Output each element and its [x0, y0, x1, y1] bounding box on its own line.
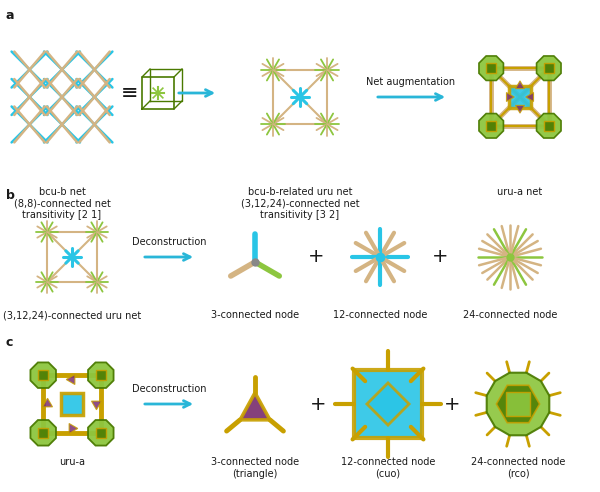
Text: +: + — [310, 395, 326, 413]
Text: 24-connected node: 24-connected node — [463, 310, 557, 320]
Polygon shape — [544, 63, 554, 73]
Polygon shape — [496, 385, 539, 423]
Polygon shape — [38, 428, 48, 438]
Text: 3-connected node
(triangle): 3-connected node (triangle) — [211, 457, 299, 479]
Polygon shape — [240, 393, 270, 420]
Text: 12-connected node
(cuo): 12-connected node (cuo) — [341, 457, 435, 479]
Text: 12-connected node: 12-connected node — [333, 310, 427, 320]
Polygon shape — [544, 121, 554, 131]
Polygon shape — [479, 56, 503, 80]
Text: +: + — [432, 247, 448, 267]
Text: bcu-b-related uru net
(3,12,24)-connected net
transitivity [3 2]: bcu-b-related uru net (3,12,24)-connecte… — [241, 187, 359, 220]
Polygon shape — [487, 373, 549, 435]
Polygon shape — [88, 363, 113, 388]
Polygon shape — [509, 86, 531, 108]
Polygon shape — [479, 114, 503, 138]
Polygon shape — [506, 393, 530, 416]
Text: Deconstruction: Deconstruction — [132, 237, 206, 247]
Text: c: c — [6, 336, 13, 349]
Text: +: + — [444, 395, 460, 413]
Polygon shape — [88, 420, 113, 446]
Polygon shape — [43, 398, 53, 407]
Text: Net augmentation: Net augmentation — [367, 77, 455, 87]
Text: +: + — [308, 247, 324, 267]
Text: uru-a net: uru-a net — [497, 187, 542, 197]
Text: a: a — [6, 9, 14, 22]
Polygon shape — [526, 92, 533, 101]
Polygon shape — [31, 363, 56, 388]
Polygon shape — [31, 420, 56, 446]
Text: uru-a: uru-a — [59, 457, 85, 467]
Polygon shape — [38, 370, 48, 380]
Polygon shape — [66, 374, 75, 385]
Polygon shape — [91, 401, 101, 410]
Polygon shape — [96, 370, 106, 380]
Polygon shape — [354, 370, 422, 438]
Polygon shape — [367, 383, 409, 425]
Polygon shape — [486, 63, 496, 73]
Polygon shape — [536, 114, 561, 138]
Text: 24-connected node
(rco): 24-connected node (rco) — [471, 457, 565, 479]
Polygon shape — [96, 428, 106, 438]
Text: 3-connected node: 3-connected node — [211, 310, 299, 320]
Text: b: b — [6, 189, 15, 202]
Polygon shape — [506, 92, 514, 101]
Text: (3,12,24)-connected uru net: (3,12,24)-connected uru net — [3, 310, 141, 320]
Polygon shape — [486, 121, 496, 131]
Polygon shape — [69, 424, 78, 433]
Text: ≡: ≡ — [121, 83, 139, 103]
Text: bcu-b net
(8,8)-connected net
transitivity [2 1]: bcu-b net (8,8)-connected net transitivi… — [14, 187, 110, 220]
Polygon shape — [515, 81, 524, 89]
Text: Deconstruction: Deconstruction — [132, 384, 206, 394]
Polygon shape — [61, 393, 83, 415]
Polygon shape — [536, 56, 561, 80]
Polygon shape — [515, 105, 524, 113]
